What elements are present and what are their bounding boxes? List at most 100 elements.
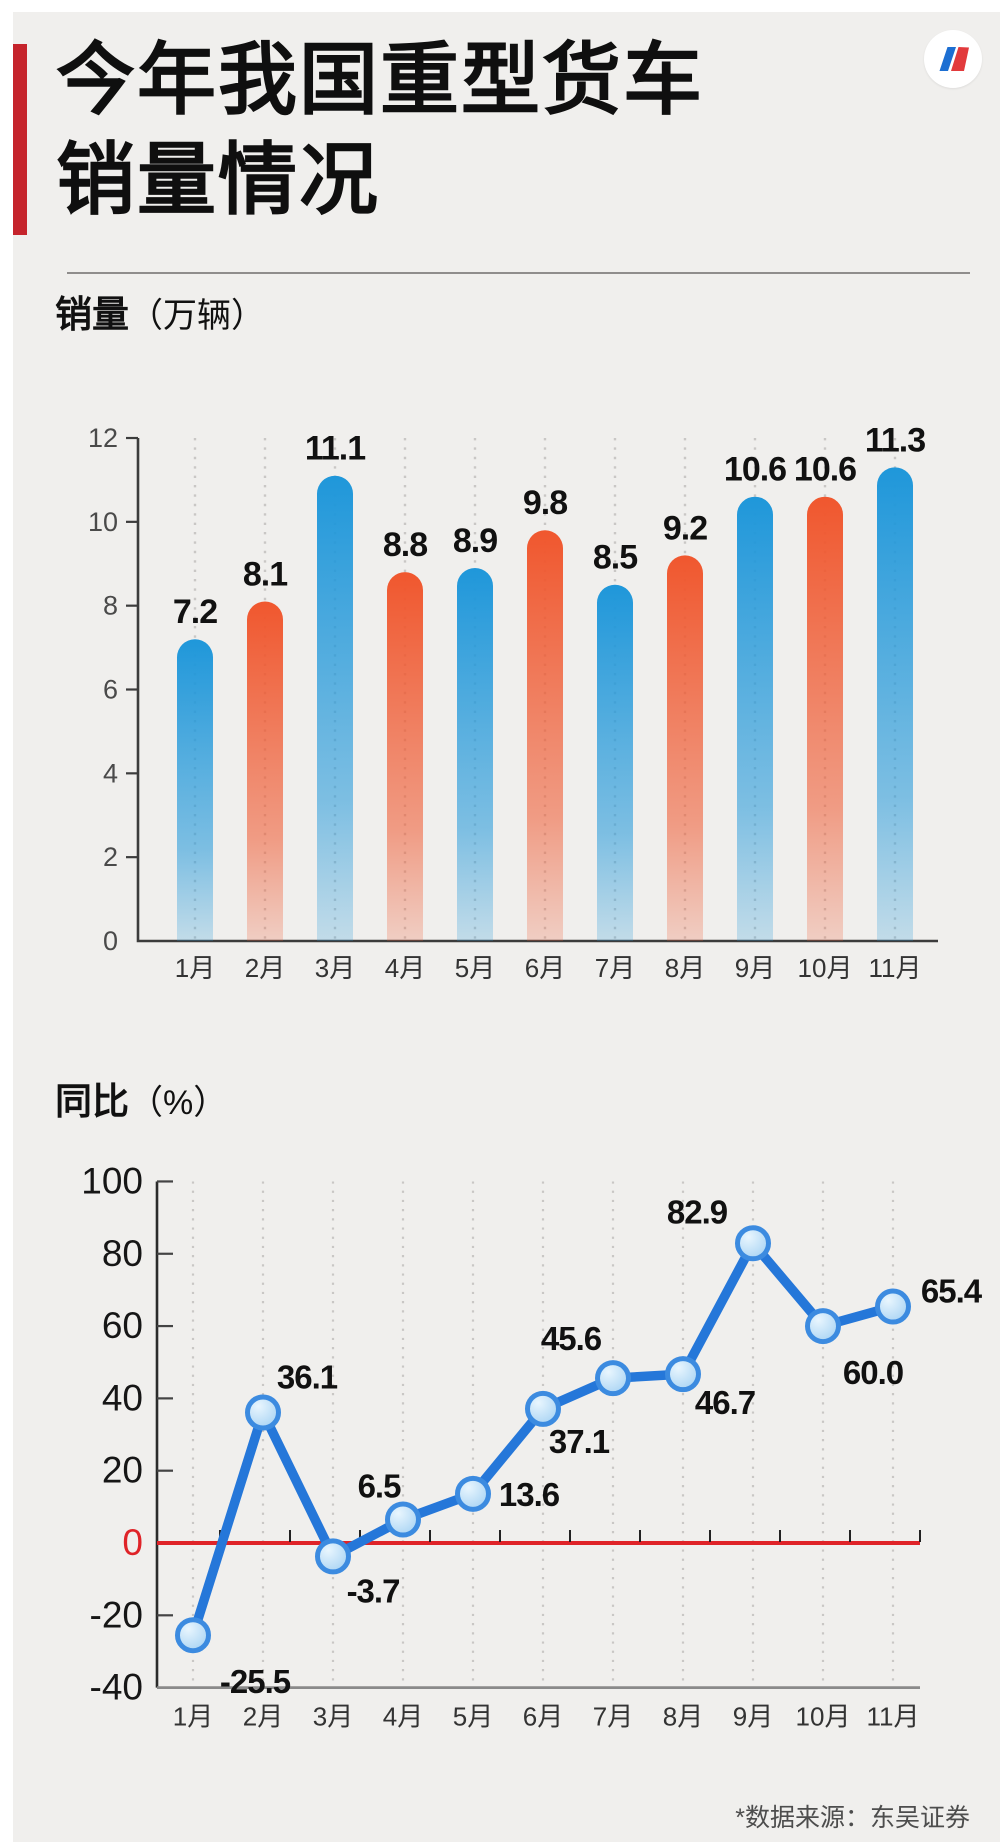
title-accent-bar	[13, 44, 27, 235]
bar-value-label: 7.2	[173, 593, 217, 631]
bar-month-label: 1月	[175, 953, 215, 983]
yoy-series: -25.5 36.1 -3.7 6.5 13.6 37.1 45.6 46.7 82.9 60.0…	[175, 1193, 984, 1700]
bar	[457, 567, 493, 941]
yoy-chart-title: 同比（%）	[55, 1071, 227, 1122]
bar-value-label: 10.6	[724, 451, 786, 489]
data-point-marker	[315, 1538, 351, 1575]
data-point-marker	[525, 1390, 561, 1427]
line-y-tick-label: -20	[90, 1594, 143, 1635]
bar-value-label: 8.5	[593, 539, 637, 577]
bar-y-tick-label: 12	[88, 423, 118, 453]
bar-value-label: 8.8	[383, 526, 427, 564]
bar-value-label: 11.3	[865, 421, 925, 459]
bar-value-label: 8.1	[243, 555, 287, 593]
data-point-marker	[385, 1501, 421, 1538]
data-point-marker	[245, 1394, 281, 1431]
bar-y-tick-label: 4	[103, 758, 118, 788]
line-month-label: 5月	[453, 1702, 493, 1732]
data-point-marker	[665, 1356, 701, 1393]
bar-series: 7.28.111.18.8 8.99.88.59.210.6 10.611.3	[173, 421, 926, 941]
line-value-label: 36.1	[277, 1358, 338, 1395]
line-value-label: 65.4	[921, 1273, 983, 1310]
bar-y-tick-label: 2	[103, 842, 118, 872]
zero-line	[157, 1530, 921, 1545]
bar-value-label: 10.6	[794, 451, 856, 489]
bar-month-label: 3月	[315, 953, 355, 983]
sales-chart-title-text: 销量	[55, 294, 129, 335]
sales-chart-title: 销量（万辆）	[55, 284, 265, 335]
line-value-label: 6.5	[358, 1467, 402, 1504]
line-value-label: 37.1	[549, 1423, 610, 1460]
bar	[597, 584, 633, 941]
yoy-line-chart: -40 -20 0 20 40 60 80 100 -25.5 36.1 -3.7 6.5 13.6 37…	[81, 1160, 984, 1732]
bar	[667, 555, 703, 941]
bar-value-label: 11.1	[305, 430, 365, 468]
bar-month-label: 9月	[735, 953, 775, 983]
line-gridlines	[191, 1181, 895, 1688]
bar	[317, 475, 353, 941]
line-month-label: 3月	[313, 1702, 353, 1732]
bar-month-label: 7月	[595, 953, 635, 983]
line-month-label: 7月	[593, 1702, 633, 1732]
line-value-label: 82.9	[667, 1193, 728, 1230]
bar-month-label: 8月	[665, 953, 705, 983]
bar-month-label: 4月	[385, 953, 425, 983]
line-y-tick-label: 80	[102, 1233, 143, 1274]
bar-y-tick-label: 10	[88, 507, 118, 537]
n-logo-icon	[939, 47, 969, 71]
bar-month-label: 11月	[869, 953, 922, 983]
data-point-marker	[175, 1617, 211, 1654]
data-point-marker	[455, 1475, 491, 1512]
bar-month-label: 5月	[455, 953, 495, 983]
page-title: 今年我国重型货车 销量情况	[56, 30, 876, 230]
line-value-label: 46.7	[695, 1384, 755, 1421]
bar	[737, 496, 773, 941]
bar	[177, 639, 213, 941]
bar-month-label: 10月	[798, 953, 853, 983]
line-value-label: 13.6	[499, 1476, 560, 1513]
data-point-marker	[595, 1360, 631, 1397]
sales-chart-title-unit: （万辆）	[129, 297, 265, 335]
line-y-tick-label: 40	[102, 1377, 143, 1418]
bar	[247, 601, 283, 941]
line-x-labels: 1月 2月 3月 4月 5月 6月 7月 8月 9月 10月 11月	[173, 1702, 920, 1732]
line-y-tick-label: 20	[102, 1450, 143, 1491]
page-title-line1: 今年我国重型货车	[56, 35, 704, 124]
line-y-tick-label: 60	[102, 1305, 143, 1346]
bar-y-tick-label: 6	[103, 675, 118, 705]
line-month-label: 4月	[383, 1702, 423, 1732]
bar	[387, 572, 423, 941]
line-month-label: 6月	[523, 1702, 563, 1732]
yoy-chart-title-unit: （%）	[129, 1084, 228, 1122]
bar	[527, 530, 563, 941]
line-month-label: 11月	[867, 1702, 920, 1732]
line-month-label: 9月	[733, 1702, 773, 1732]
header-divider	[67, 272, 970, 274]
data-point-marker	[805, 1308, 841, 1345]
bar-x-labels: 1月 2月 3月 4月 5月 6月 7月 8月 9月 10月 11月	[175, 953, 922, 983]
line-axes: -40 -20 0 20 40 60 80 100	[81, 1160, 920, 1708]
line-month-label: 1月	[173, 1702, 213, 1732]
line-month-label: 10月	[796, 1702, 851, 1732]
bar-value-label: 8.9	[453, 522, 497, 560]
line-value-label: -3.7	[347, 1572, 400, 1609]
line-value-label: 60.0	[843, 1354, 903, 1391]
line-month-label: 2月	[243, 1702, 283, 1732]
page-title-line2: 销量情况	[56, 135, 380, 224]
data-source-note: *数据来源：东吴证券	[735, 1804, 970, 1832]
data-point-marker	[735, 1225, 771, 1262]
line-y-tick-label: -40	[90, 1667, 143, 1708]
line-value-label: -25.5	[220, 1663, 291, 1700]
bar	[807, 496, 843, 941]
bar-y-tick-label: 0	[103, 926, 118, 956]
publisher-logo	[924, 30, 982, 88]
bar-value-label: 9.2	[663, 509, 707, 547]
line-month-label: 8月	[663, 1702, 703, 1732]
line-y-tick-label: 0	[122, 1522, 143, 1563]
line-y-tick-label: 100	[81, 1160, 143, 1201]
line-value-label: 45.6	[541, 1320, 602, 1357]
bar-y-tick-label: 8	[103, 591, 118, 621]
bar-month-label: 2月	[245, 953, 285, 983]
